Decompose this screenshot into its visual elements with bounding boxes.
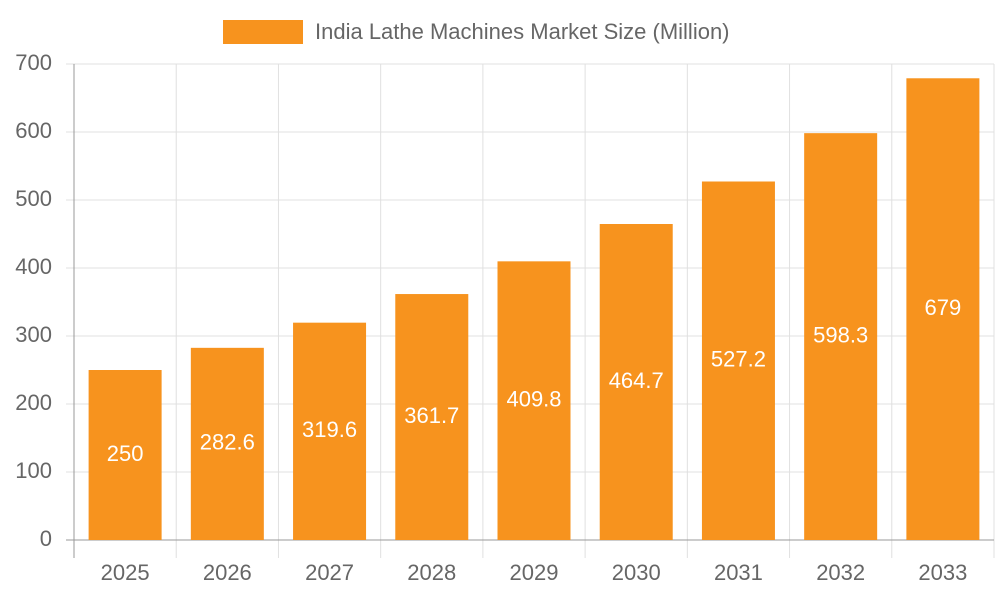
y-tick-label: 700 bbox=[15, 50, 52, 75]
y-tick-label: 200 bbox=[15, 390, 52, 415]
data-label: 527.2 bbox=[711, 347, 766, 372]
x-tick-label: 2027 bbox=[305, 560, 354, 585]
data-label: 464.7 bbox=[609, 368, 664, 393]
data-label: 282.6 bbox=[200, 430, 255, 455]
data-label: 679 bbox=[925, 295, 962, 320]
bar bbox=[701, 181, 775, 540]
x-tick-label: 2031 bbox=[714, 560, 763, 585]
y-tick-label: 600 bbox=[15, 118, 52, 143]
y-tick-label: 400 bbox=[15, 254, 52, 279]
bar bbox=[804, 133, 878, 540]
bar bbox=[190, 347, 264, 540]
bar bbox=[906, 78, 980, 540]
data-label: 361.7 bbox=[404, 403, 459, 428]
x-tick-label: 2032 bbox=[816, 560, 865, 585]
x-tick-label: 2026 bbox=[203, 560, 252, 585]
data-label: 250 bbox=[107, 441, 144, 466]
data-label: 409.8 bbox=[506, 386, 561, 411]
bar bbox=[88, 370, 162, 540]
y-tick-label: 100 bbox=[15, 458, 52, 483]
data-label: 319.6 bbox=[302, 417, 357, 442]
x-tick-label: 2028 bbox=[407, 560, 456, 585]
y-tick-label: 300 bbox=[15, 322, 52, 347]
bar bbox=[497, 261, 571, 540]
x-tick-label: 2033 bbox=[918, 560, 967, 585]
y-tick-label: 500 bbox=[15, 186, 52, 211]
x-tick-label: 2025 bbox=[101, 560, 150, 585]
y-tick-label: 0 bbox=[40, 526, 52, 551]
bar bbox=[293, 322, 367, 540]
bar bbox=[395, 294, 469, 540]
legend-label: India Lathe Machines Market Size (Millio… bbox=[315, 19, 730, 44]
x-tick-label: 2030 bbox=[612, 560, 661, 585]
legend-swatch bbox=[223, 20, 303, 44]
data-label: 598.3 bbox=[813, 322, 868, 347]
bar bbox=[599, 224, 673, 540]
x-tick-label: 2029 bbox=[510, 560, 559, 585]
